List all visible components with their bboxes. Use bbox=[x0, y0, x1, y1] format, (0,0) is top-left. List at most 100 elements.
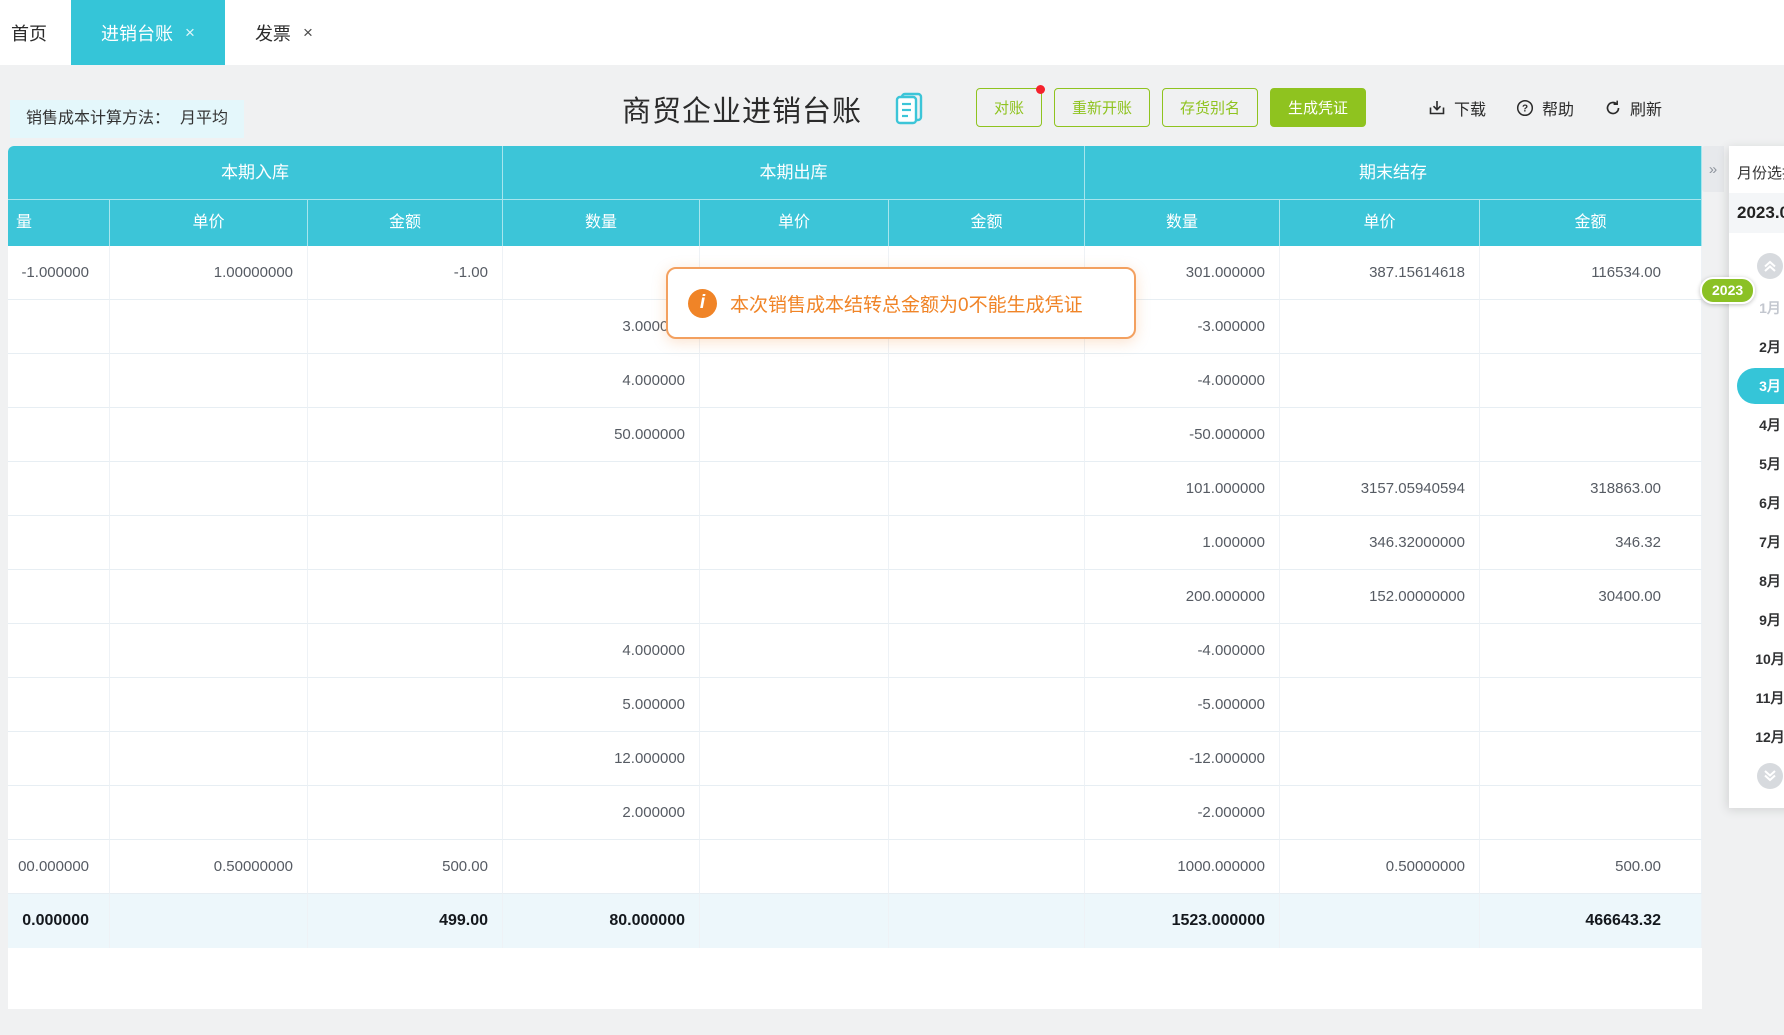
month-item[interactable]: 11月 bbox=[1755, 690, 1784, 706]
month-item[interactable]: 3月 bbox=[1737, 368, 1784, 404]
close-tab-icon[interactable]: × bbox=[185, 22, 195, 42]
table-column-header-row: 量单价 金额 数量 单价 金额 数量 单价 金额 bbox=[8, 200, 1702, 246]
cell bbox=[110, 786, 308, 840]
reconcile-button[interactable]: 对账 bbox=[976, 85, 1046, 127]
notification-dot bbox=[1036, 85, 1046, 94]
month-item[interactable]: 9月 bbox=[1759, 612, 1781, 628]
cell bbox=[1280, 732, 1480, 786]
ledger-table: 本期入库 本期出库 期末结存量单价 金额 数量 单价 金额 数量 单价 金额 -1.000000 1.… bbox=[8, 146, 1702, 1009]
cell bbox=[110, 408, 308, 462]
chevron-up-icon[interactable] bbox=[1757, 253, 1783, 279]
cost-method-value: 月平均 bbox=[180, 110, 229, 127]
cell bbox=[110, 570, 308, 624]
cell bbox=[503, 840, 700, 894]
action-label: 刷新 bbox=[1630, 102, 1663, 119]
year-badge: 2023 bbox=[1700, 277, 1756, 304]
cell: 2.000000 bbox=[503, 786, 700, 840]
generate-voucher-button[interactable]: 生成凭证 bbox=[1270, 88, 1367, 127]
cell: 4.000000 bbox=[503, 354, 700, 408]
tab-invoice[interactable]: 发票 × bbox=[225, 0, 343, 65]
panel-collapse-button[interactable]: » bbox=[1702, 146, 1724, 192]
table-row: 4.000000 -4.000000 bbox=[8, 354, 1702, 408]
cell bbox=[889, 678, 1085, 732]
column-header: 单价 bbox=[110, 200, 308, 246]
cell: -3.000000 bbox=[1085, 300, 1280, 354]
table-row: 1.000000 346.32000000 346.32 bbox=[8, 516, 1702, 570]
cell bbox=[308, 462, 503, 516]
cell bbox=[110, 300, 308, 354]
refresh-button[interactable]: 刷新 bbox=[1604, 96, 1662, 120]
cell bbox=[308, 300, 503, 354]
total-cell bbox=[700, 894, 889, 948]
month-item[interactable]: 1月 bbox=[1759, 300, 1781, 316]
cell bbox=[889, 732, 1085, 786]
cell bbox=[8, 300, 110, 354]
cell: -2.000000 bbox=[1085, 786, 1280, 840]
cell bbox=[8, 624, 110, 678]
tab-ledger[interactable]: 进销台账 × bbox=[71, 0, 225, 65]
table-row: 00.000000 0.50000000 500.00 1000.000000 0.50… bbox=[8, 840, 1702, 894]
cell: 0.50000000 bbox=[110, 840, 308, 894]
reopen-books-button[interactable]: 重新开账 bbox=[1054, 88, 1151, 127]
tab-home[interactable]: 首页 bbox=[0, 0, 67, 65]
cell bbox=[308, 354, 503, 408]
close-tab-icon[interactable]: × bbox=[302, 22, 313, 42]
cell bbox=[1280, 354, 1480, 408]
total-cell bbox=[889, 894, 1085, 948]
cell: 387.15614618 bbox=[1280, 246, 1480, 300]
cell bbox=[110, 354, 308, 408]
download-button[interactable]: 下载 bbox=[1428, 96, 1486, 120]
stock-alias-button[interactable]: 存货别名 bbox=[1162, 88, 1259, 127]
tab-label: 首页 bbox=[11, 23, 47, 44]
table-group-header-row: 本期入库 本期出库 期末结存 bbox=[8, 146, 1702, 200]
month-item[interactable]: 4月 bbox=[1759, 417, 1781, 433]
column-header: 金额 bbox=[1480, 200, 1702, 246]
month-item[interactable]: 12月 bbox=[1755, 729, 1784, 745]
svg-text:?: ? bbox=[1522, 104, 1528, 115]
tab-bar: 首页 进销台账 × 发票 × bbox=[0, 0, 1784, 65]
cell bbox=[110, 462, 308, 516]
month-item[interactable]: 10月 bbox=[1755, 651, 1784, 667]
cell bbox=[503, 516, 700, 570]
cell: 318863.00 bbox=[1480, 462, 1702, 516]
month-item[interactable]: 5月 bbox=[1759, 456, 1781, 472]
cell bbox=[1480, 354, 1702, 408]
button-label: 存货别名 bbox=[1180, 100, 1241, 117]
table-row: 2.000000 -2.000000 bbox=[8, 786, 1702, 840]
button-label: 对账 bbox=[994, 100, 1025, 117]
help-button[interactable]: ? 帮助 bbox=[1516, 96, 1574, 120]
cell: 12.000000 bbox=[503, 732, 700, 786]
table-row: 12.000000 -12.000000 bbox=[8, 732, 1702, 786]
cell: 5.000000 bbox=[503, 678, 700, 732]
month-item[interactable]: 7月 bbox=[1759, 534, 1781, 550]
cell: 500.00 bbox=[308, 840, 503, 894]
tab-label: 发票 bbox=[254, 23, 291, 44]
table-row: 101.000000 3157.05940594 318863.00 bbox=[8, 462, 1702, 516]
month-item[interactable]: 8月 bbox=[1759, 573, 1781, 589]
cell bbox=[700, 516, 889, 570]
group-header: 本期出库 bbox=[503, 146, 1085, 200]
month-item[interactable]: 6月 bbox=[1759, 495, 1781, 511]
total-cell: 80.000000 bbox=[503, 894, 700, 948]
total-cell bbox=[110, 894, 308, 948]
button-label: 重新开账 bbox=[1072, 100, 1133, 117]
cell: 101.000000 bbox=[1085, 462, 1280, 516]
column-header: 单价 bbox=[1280, 200, 1480, 246]
cell: -1.000000 bbox=[8, 246, 110, 300]
cell bbox=[889, 516, 1085, 570]
chevron-down-icon[interactable] bbox=[1757, 763, 1783, 789]
cell bbox=[700, 354, 889, 408]
cell bbox=[1280, 408, 1480, 462]
tab-label: 进销台账 bbox=[101, 23, 173, 44]
cell bbox=[8, 732, 110, 786]
cell: 4.000000 bbox=[503, 624, 700, 678]
cell: 00.000000 bbox=[8, 840, 110, 894]
help-icon: ? bbox=[1516, 99, 1534, 117]
cell bbox=[308, 570, 503, 624]
total-cell: 499.00 bbox=[308, 894, 503, 948]
cell bbox=[700, 678, 889, 732]
month-item[interactable]: 2月 bbox=[1759, 339, 1781, 355]
quick-actions: 下载 ? 帮助 刷新 bbox=[1428, 96, 1662, 120]
cell bbox=[1280, 300, 1480, 354]
cell bbox=[700, 570, 889, 624]
